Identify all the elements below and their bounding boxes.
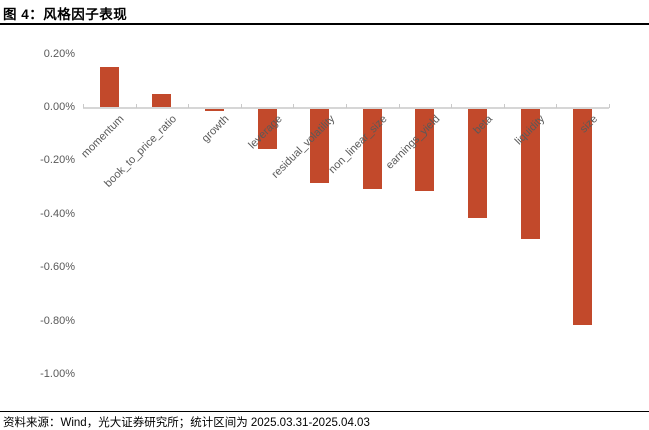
bar-non_linear_size [362, 108, 382, 189]
x-axis-tick [346, 104, 347, 108]
plot-area: 0.20% 0.00% -0.20% -0.40% -0.60% -0.80% -1.00%… [0, 25, 649, 410]
x-axis-tick [83, 104, 84, 108]
footer-rule [0, 411, 649, 413]
chart-title: 图 4：风格因子表现 [3, 7, 128, 22]
x-axis-tick [556, 104, 558, 108]
x-axis-tick [188, 104, 190, 108]
y-tick-label: -0.40% [40, 207, 75, 220]
y-tick-label: -0.60% [40, 261, 75, 274]
y-tick-label: 0.20% [43, 47, 75, 60]
bar-liquidity [520, 108, 540, 240]
x-axis-tick [240, 104, 242, 108]
y-tick-label: -0.80% [40, 314, 75, 327]
bar-beta [468, 108, 487, 218]
y-tick-label: 0.00% [43, 101, 75, 113]
source-note: 资料来源：Wind，光大证券研究所；统计区间为 2025.03.31-2025.… [3, 417, 370, 429]
bar-growth [205, 108, 224, 112]
x-axis-tick [609, 104, 610, 108]
bar-leverage [257, 108, 277, 149]
title-rule [0, 23, 649, 25]
bar-earnings_yield [415, 108, 435, 192]
bar-book_to_price_ratio [152, 93, 172, 107]
x-axis-tick [503, 104, 505, 108]
x-category-label: growth [200, 113, 232, 145]
bar-momentum [99, 66, 119, 107]
x-axis-tick [398, 104, 400, 108]
y-tick-label: -0.20% [40, 154, 75, 167]
x-category-label: momentum [79, 113, 127, 161]
bar-size [573, 108, 593, 325]
x-axis-tick [293, 104, 295, 108]
x-axis-tick [451, 104, 453, 108]
x-axis-tick [135, 104, 137, 108]
y-tick-label: -1.00% [40, 368, 75, 380]
bar-residual_volatility [310, 108, 330, 184]
